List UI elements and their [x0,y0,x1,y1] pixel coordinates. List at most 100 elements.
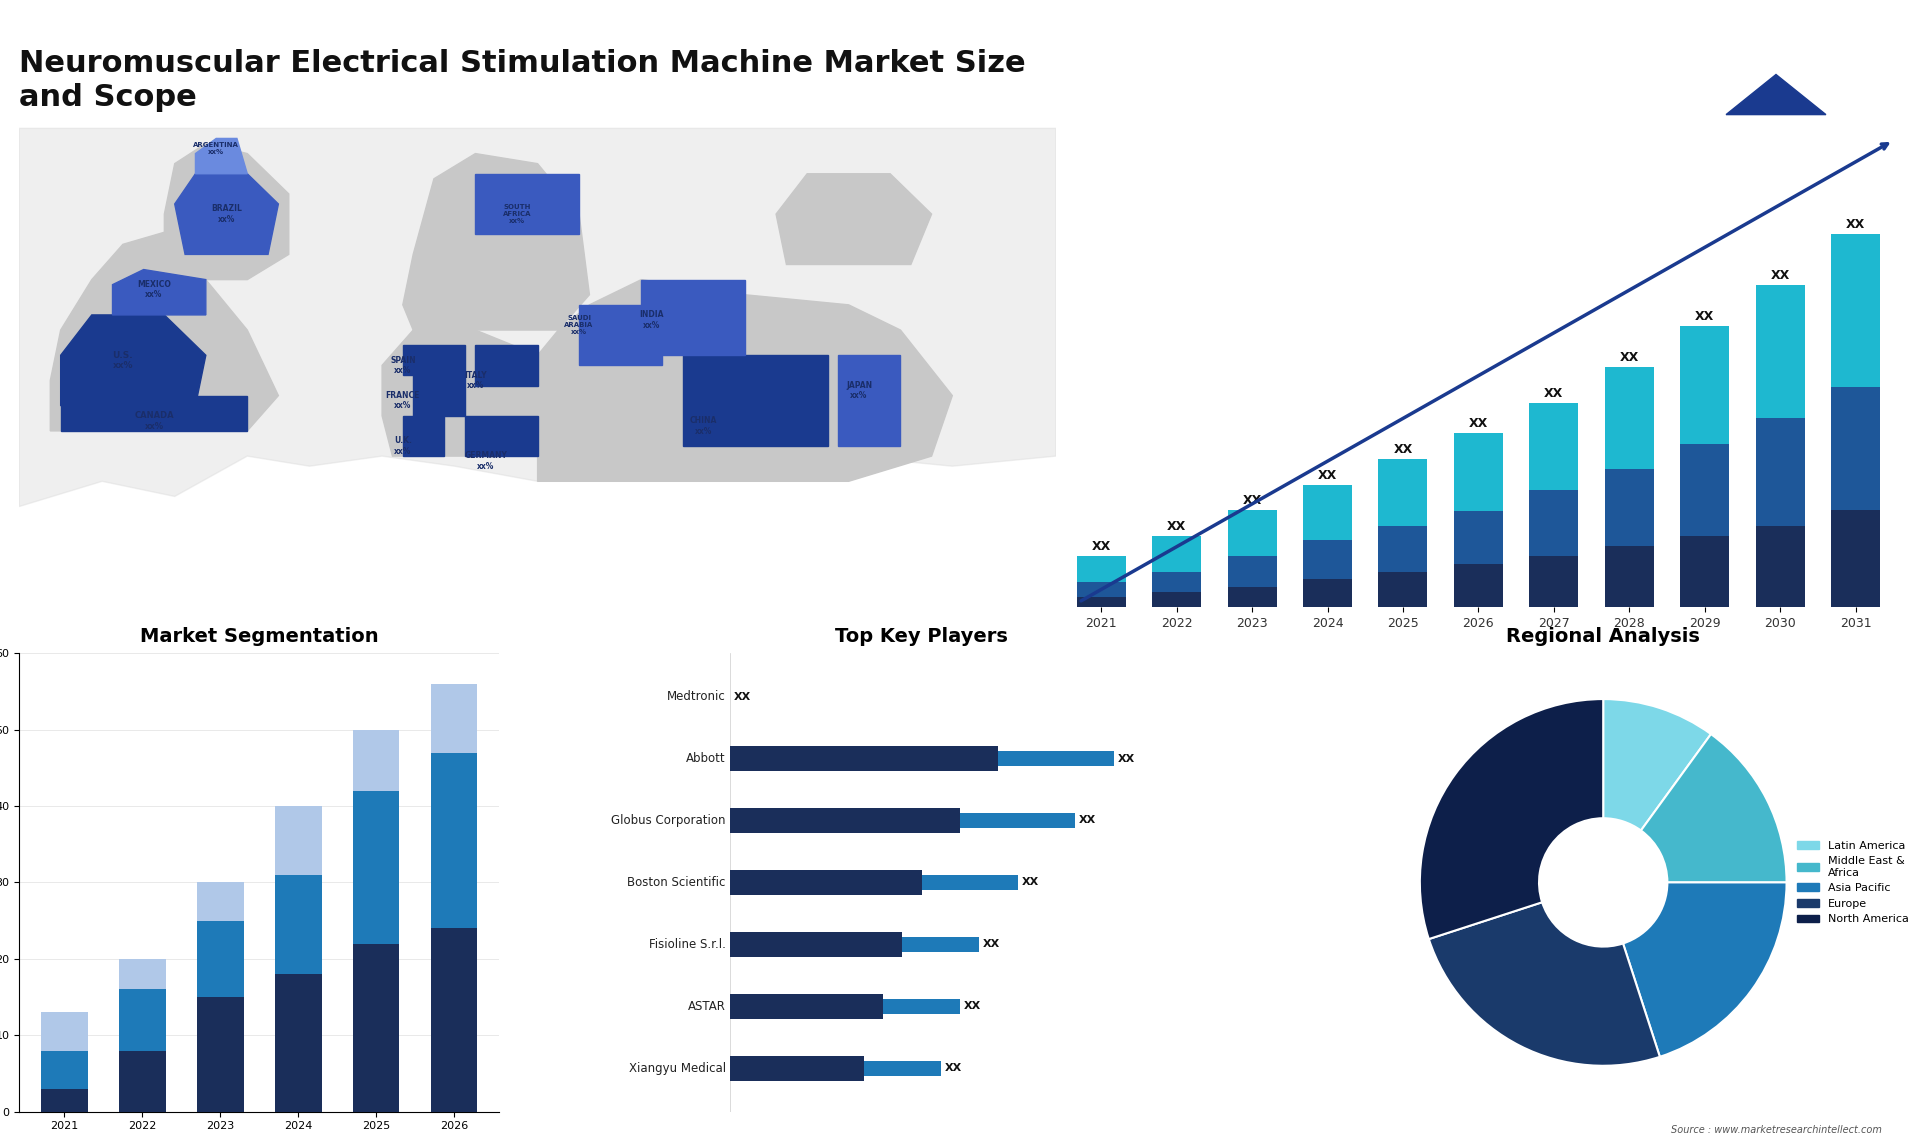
Text: CANADA
xx%: CANADA xx% [134,411,175,431]
Polygon shape [476,174,580,234]
Bar [40,1051,88,1089]
Bar [730,808,960,833]
Bar [1530,402,1578,489]
Bar [119,959,165,989]
Wedge shape [1421,699,1603,939]
Bar [1832,510,1880,607]
Text: XX: XX [1394,442,1413,456]
Bar [198,997,244,1112]
Polygon shape [641,280,745,355]
Legend: Latin America, Middle East &
Africa, Asia Pacific, Europe, North America: Latin America, Middle East & Africa, Asi… [1791,837,1912,928]
Polygon shape [19,128,1056,507]
Polygon shape [61,315,205,406]
Polygon shape [382,330,559,456]
Bar [1832,387,1880,510]
Text: XX: XX [1242,494,1261,507]
Bar [275,806,321,874]
Text: ARGENTINA
xx%: ARGENTINA xx% [194,142,240,155]
Bar [922,876,1018,889]
Text: SOUTH
AFRICA
xx%: SOUTH AFRICA xx% [503,204,532,225]
Bar [730,994,883,1019]
Polygon shape [465,416,538,456]
Bar [730,870,922,895]
Bar [1605,469,1653,545]
Bar [1453,433,1503,511]
Bar [902,937,979,952]
Title: Top Key Players: Top Key Players [835,627,1008,646]
Bar [883,999,960,1014]
Text: CHINA
xx%: CHINA xx% [689,416,718,435]
Bar [1227,587,1277,607]
Bar [119,989,165,1051]
Text: U.K.
xx%: U.K. xx% [394,437,411,456]
Polygon shape [175,174,278,254]
Text: XX: XX [1167,519,1187,533]
Bar [1227,556,1277,587]
Bar [1680,325,1730,444]
Text: GERMANY
xx%: GERMANY xx% [465,452,507,471]
Bar [998,751,1114,766]
Text: FRANCE
xx%: FRANCE xx% [386,391,420,410]
Text: Source : www.marketresearchintellect.com: Source : www.marketresearchintellect.com [1670,1124,1882,1135]
Wedge shape [1603,699,1711,831]
Polygon shape [538,280,952,481]
Polygon shape [403,416,444,456]
Bar [1152,592,1202,607]
Bar [1530,489,1578,556]
Bar [1227,510,1277,556]
Polygon shape [196,139,248,174]
Wedge shape [1622,882,1786,1057]
Bar [1755,526,1805,607]
Polygon shape [1676,40,1876,115]
Legend: Type, Application, Geography: Type, Application, Geography [674,659,758,707]
Bar [1379,460,1427,526]
Bar [430,684,478,753]
Polygon shape [61,395,248,431]
Bar [1379,526,1427,572]
Text: Boston Scientific: Boston Scientific [628,876,726,889]
Text: ASTAR: ASTAR [687,999,726,1013]
Bar [1680,444,1730,535]
Polygon shape [839,355,900,446]
Bar [1605,545,1653,607]
Bar [1530,556,1578,607]
Text: MARKET
RESEARCH
INTELLECT: MARKET RESEARCH INTELLECT [1753,91,1799,120]
Text: Globus Corporation: Globus Corporation [611,814,726,827]
Text: SPAIN
xx%: SPAIN xx% [390,355,415,375]
Text: U.S.
xx%: U.S. xx% [113,351,132,370]
Text: XX: XX [1079,816,1096,825]
Bar [1304,579,1352,607]
Polygon shape [165,143,288,280]
Wedge shape [1428,902,1661,1066]
Polygon shape [50,229,278,431]
Text: XX: XX [1770,269,1789,282]
Wedge shape [1642,735,1786,882]
Bar [730,932,902,957]
Polygon shape [413,376,465,416]
Bar [1077,556,1125,582]
Bar [40,1089,88,1112]
Text: XX: XX [733,691,751,701]
Text: XX: XX [1620,351,1640,363]
Text: Abbott: Abbott [685,752,726,766]
Bar [864,1061,941,1076]
Bar [40,1012,88,1051]
Bar [353,730,399,791]
Bar [1680,535,1730,607]
Text: XX: XX [983,940,1000,949]
Bar [119,1051,165,1112]
Bar [275,874,321,974]
Title: Market Segmentation: Market Segmentation [140,627,378,646]
Text: XX: XX [1021,878,1039,887]
Text: XX: XX [1469,417,1488,431]
Bar [1304,540,1352,579]
Bar [960,813,1075,827]
Bar [1077,597,1125,607]
Text: XX: XX [964,1002,981,1011]
Polygon shape [403,345,465,376]
Text: XX: XX [945,1063,962,1074]
Bar [198,920,244,997]
Text: XX: XX [1117,754,1135,763]
Text: XX: XX [1544,386,1563,400]
Polygon shape [403,154,589,330]
